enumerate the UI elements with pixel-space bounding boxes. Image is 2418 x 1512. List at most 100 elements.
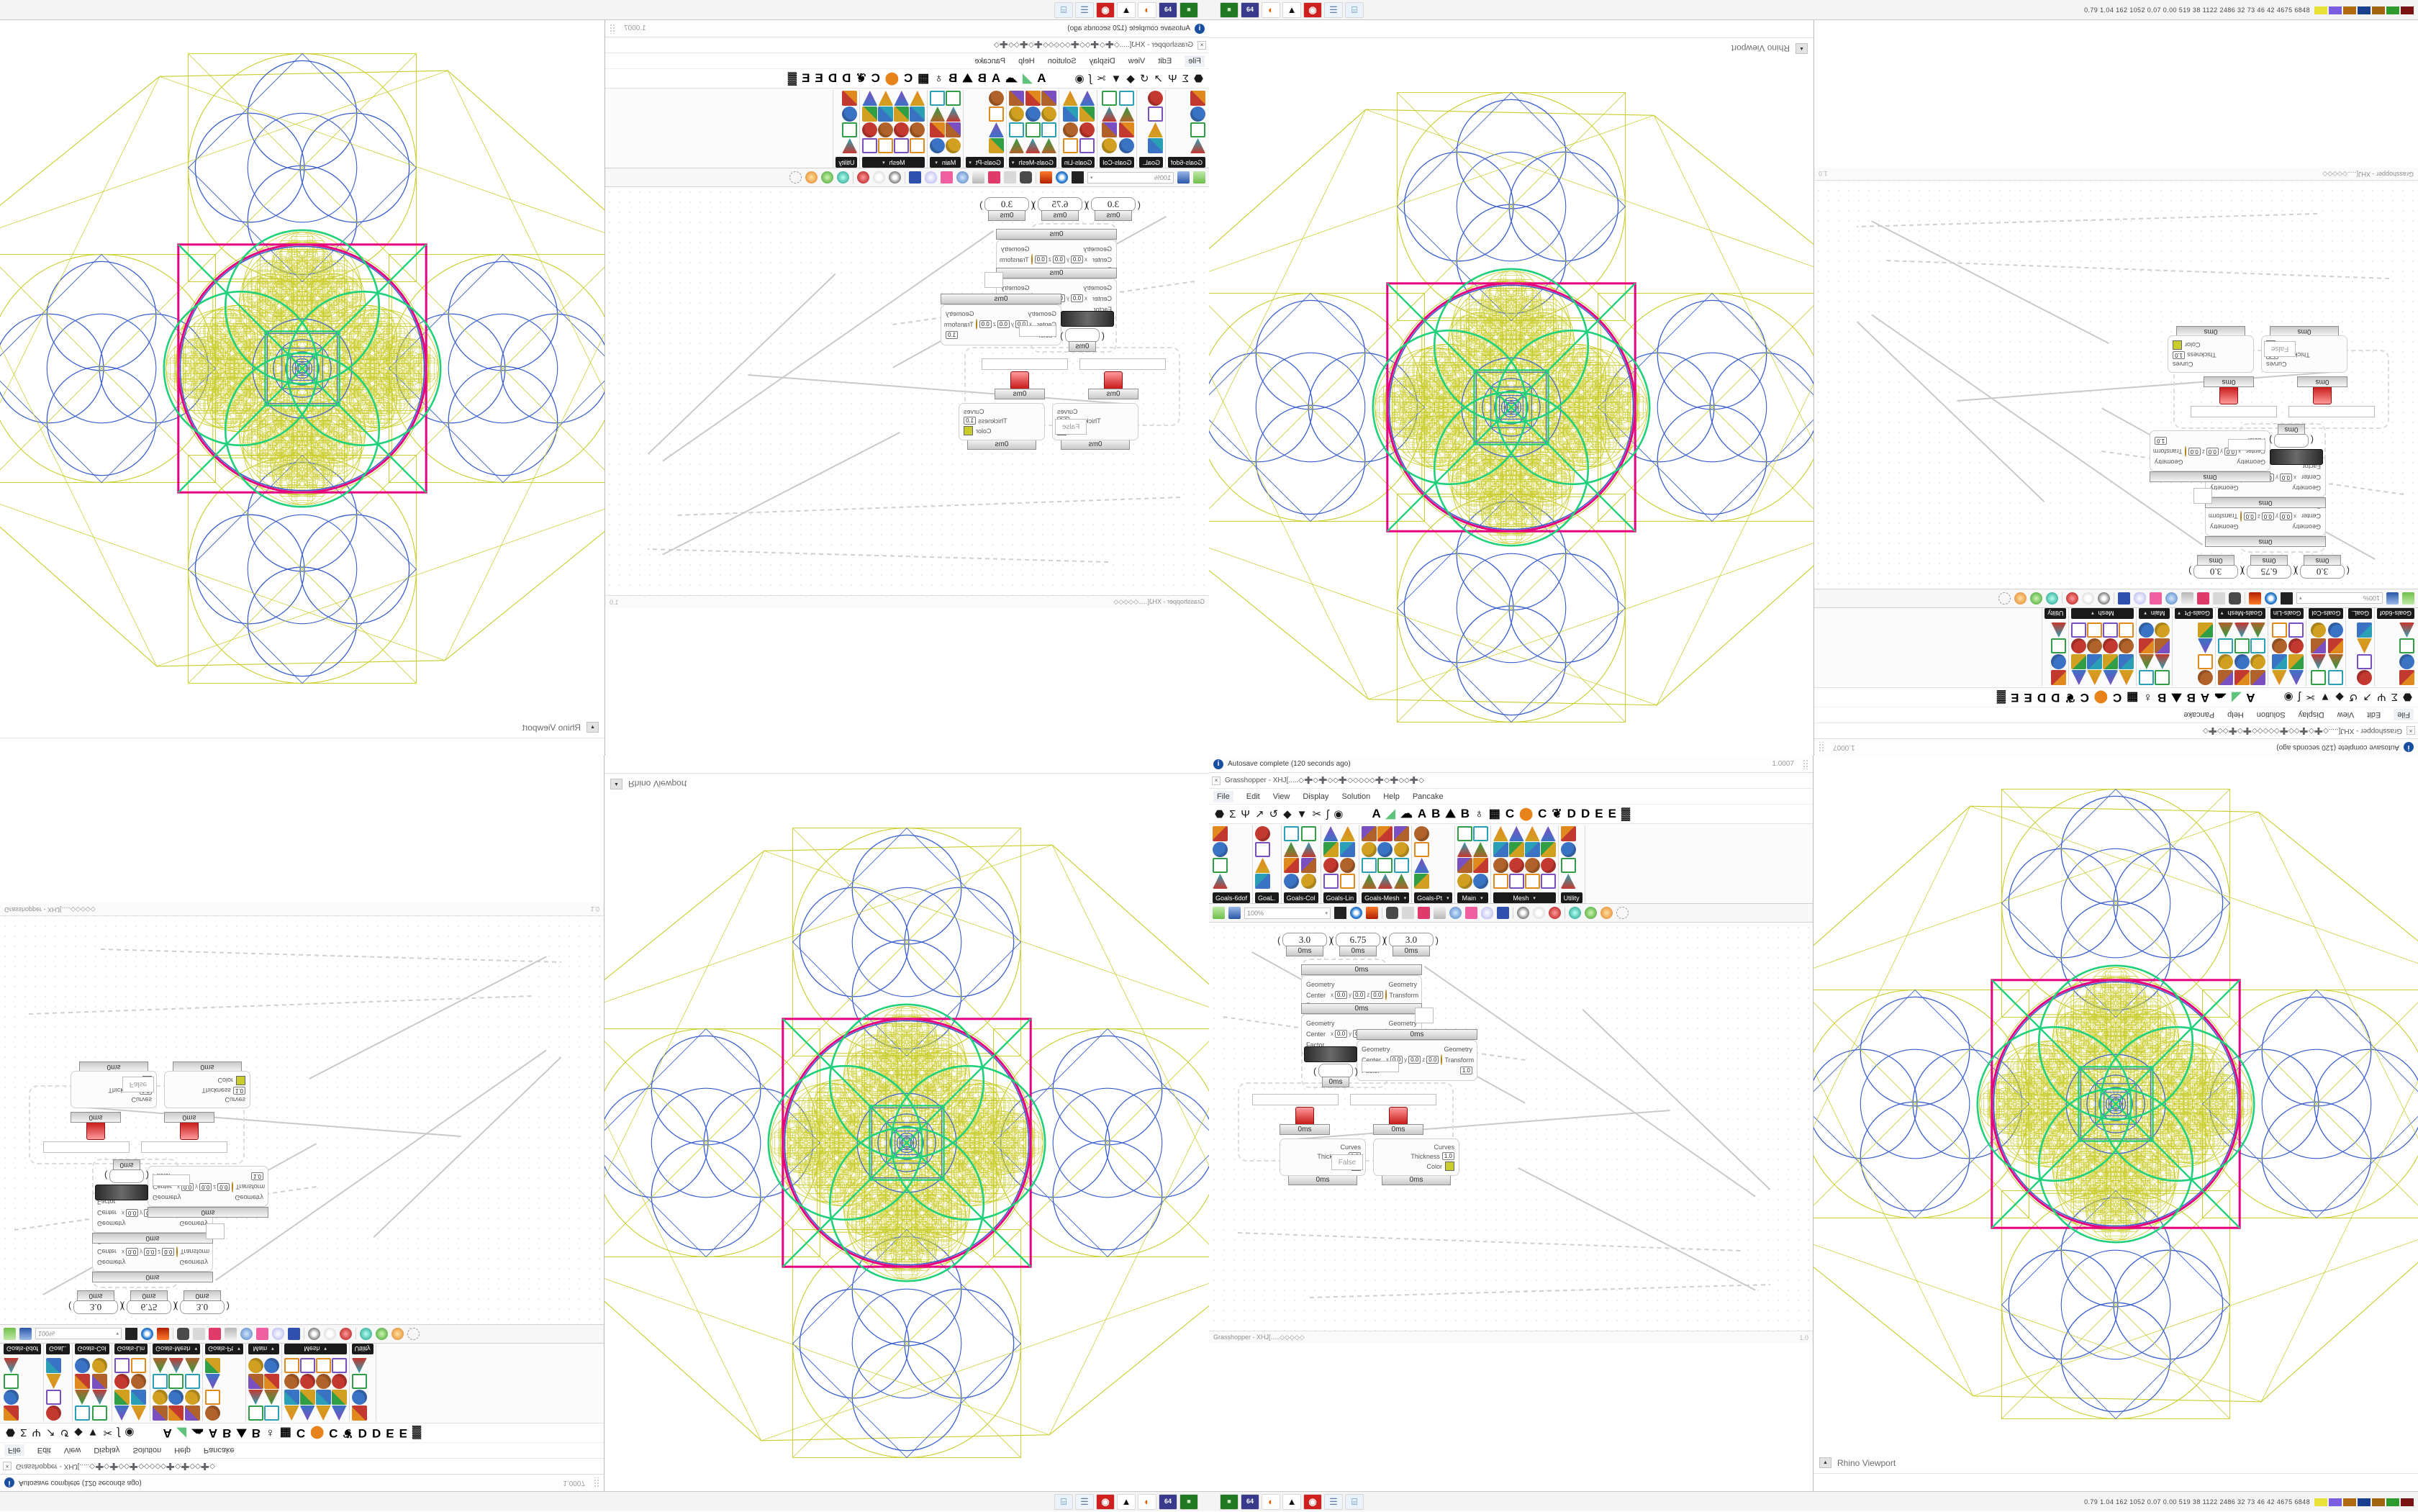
category-letter-2[interactable]: ☁ (2214, 690, 2227, 705)
center-field-z[interactable]: 0.0 (1371, 991, 1383, 999)
ribbon-group-goals-col[interactable]: Goals-Col (1282, 825, 1321, 903)
category-symbol-7[interactable]: ✂ (1313, 809, 1322, 820)
category-symbol-9[interactable]: ◉ (124, 1428, 134, 1439)
category-letter-0[interactable]: A (163, 1426, 172, 1440)
component-icon[interactable] (1063, 91, 1078, 106)
chevron-down-icon[interactable]: ▾ (969, 160, 972, 166)
category-letter-15[interactable]: E (2024, 690, 2032, 705)
category-letter-7[interactable]: ♁ (1475, 807, 1484, 821)
kangaroo-solver-component[interactable]: 0ms (2297, 376, 2347, 404)
rhino-viewport-window[interactable]: ▲Rhino Viewport (0, 20, 604, 756)
gradient-component[interactable] (95, 1185, 148, 1200)
slider-value[interactable]: 3.0 (2193, 564, 2238, 579)
center-field-z[interactable]: 0.0 (217, 1183, 230, 1191)
zoom-extents-icon[interactable] (1334, 907, 1346, 919)
component-icon[interactable] (1525, 858, 1540, 873)
component-icon[interactable] (75, 1390, 90, 1405)
panel-component[interactable] (206, 1223, 225, 1239)
category-symbol-2[interactable]: Ψ (2377, 692, 2386, 703)
ribbon-group-goals-col[interactable]: Goals-Col (2306, 608, 2345, 686)
component-icon[interactable] (2051, 670, 2066, 685)
component-icon[interactable] (284, 1374, 299, 1389)
gha-icon[interactable] (2197, 592, 2209, 605)
zoom-combobox[interactable]: 100%▾ (1087, 172, 1174, 184)
canvas-toolbar[interactable]: 100%▾ (0, 1324, 604, 1343)
ribbon-group-goals-col[interactable]: Goals-Col (73, 1344, 112, 1421)
component-icon[interactable] (2087, 670, 2102, 685)
menu-item-help[interactable]: Help (1018, 57, 1035, 65)
component-icon[interactable] (910, 107, 925, 122)
rhino-viewport-window[interactable]: ▲Rhino Viewport (1209, 20, 1814, 756)
component-icon[interactable] (1190, 107, 1205, 122)
category-symbol-4[interactable]: ↺ (2349, 692, 2358, 703)
param-strip-right[interactable] (1350, 1094, 1436, 1105)
document-tabbar[interactable]: ×Grasshopper - XHJ[.....◇➕◇➕◇◇➕◇◇◇◇◇➕◇➕◇… (1209, 773, 1813, 789)
ribbon-icon-grid[interactable] (75, 1358, 109, 1421)
component-icon[interactable] (185, 1374, 200, 1389)
param-strip-right[interactable] (2191, 406, 2277, 417)
component-icon[interactable] (946, 138, 961, 153)
shade-ghost-icon[interactable] (2082, 592, 2094, 605)
zoom-combobox[interactable]: 100%▾ (35, 1328, 122, 1340)
component-icon[interactable] (2139, 654, 2154, 669)
component-icon[interactable] (2071, 670, 2086, 685)
document-tabbar[interactable]: ×Grasshopper - XHJ[.....◇➕◇➕◇◇➕◇◇◇◇◇➕◇➕◇… (1814, 723, 2418, 738)
category-letter-17[interactable]: ▓ (788, 71, 797, 86)
category-symbol-4[interactable]: ↺ (1140, 73, 1149, 84)
menu-item-pancake[interactable]: Pancake (2183, 711, 2214, 720)
component-icon[interactable] (2272, 654, 2287, 669)
category-letter-5[interactable]: ⛰ (2171, 690, 2181, 705)
component-icon[interactable] (264, 1390, 279, 1405)
gradient-component[interactable] (2270, 449, 2323, 465)
component-icon[interactable] (2218, 670, 2233, 685)
slider-value[interactable]: 3.0 (1389, 933, 1434, 947)
category-letter-6[interactable]: B (1461, 807, 1470, 821)
ribbon-tab-goals-mesh[interactable]: Goals-Mesh▾ (1009, 157, 1056, 168)
ribbon-tab-utility[interactable]: Utility (2045, 608, 2066, 619)
component-icon[interactable] (862, 138, 877, 153)
zoom-extents-icon[interactable] (125, 1328, 137, 1340)
kangaroo-icon[interactable] (1389, 1107, 1408, 1126)
ribbon-icon-grid[interactable] (836, 91, 857, 153)
component-icon[interactable] (1284, 874, 1299, 889)
material-teal-icon[interactable] (360, 1328, 372, 1340)
component-icon[interactable] (284, 1390, 299, 1405)
chevron-down-icon[interactable]: ▾ (882, 160, 885, 166)
component-icon[interactable] (1362, 842, 1377, 857)
ribbon-group-goals-6dof[interactable]: Goals-6dof (1165, 90, 1208, 168)
kangaroo-icon[interactable] (2219, 386, 2238, 404)
category-letter-17[interactable]: ▓ (412, 1426, 421, 1440)
component-icon[interactable] (2051, 654, 2066, 669)
ribbon-group-main[interactable]: Main▾ (1455, 825, 1491, 903)
component-icon[interactable] (1190, 138, 1205, 153)
ribbon-icon-grid[interactable] (1284, 826, 1318, 889)
component-icon[interactable] (930, 107, 945, 122)
taskbar-grasshopper-64-icon[interactable]: 64 (1159, 1494, 1177, 1510)
center-field-x[interactable]: 0.0 (126, 1209, 138, 1217)
component-icon[interactable] (1362, 858, 1377, 873)
component-icon[interactable] (2234, 654, 2250, 669)
component-icon[interactable] (352, 1358, 367, 1373)
category-letter-10[interactable]: ⬤ (1519, 807, 1533, 821)
color-swatch[interactable] (2173, 340, 2182, 350)
ribbon-tab-main[interactable]: Main▾ (930, 157, 961, 168)
component-icon[interactable] (316, 1405, 331, 1421)
component-icon[interactable] (168, 1358, 184, 1373)
taskbar-rhino-bw-icon[interactable]: ▲ (1117, 2, 1136, 18)
component-icon[interactable] (862, 91, 877, 106)
center-field-x[interactable]: 0.0 (126, 1248, 138, 1256)
component-icon[interactable] (153, 1390, 168, 1405)
component-icon[interactable] (1025, 91, 1041, 106)
component-icon[interactable] (2250, 670, 2265, 685)
